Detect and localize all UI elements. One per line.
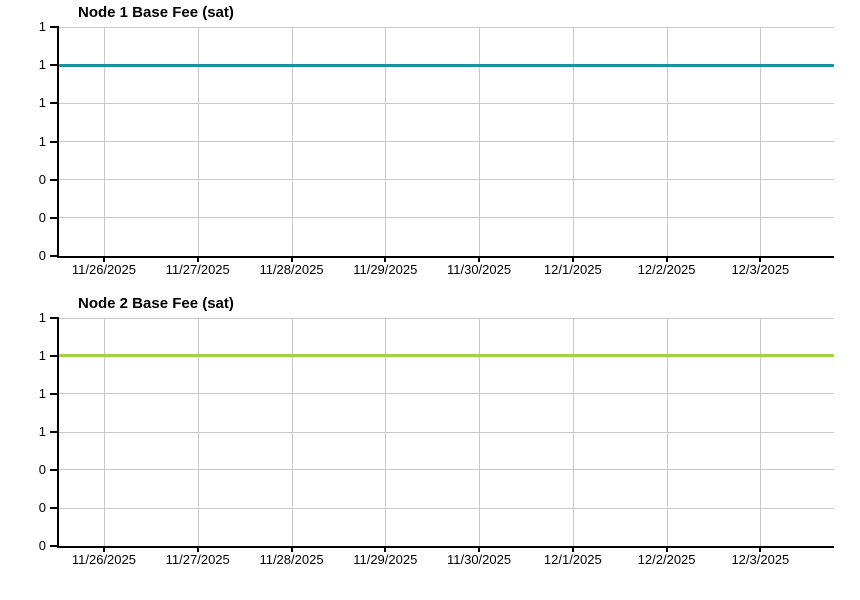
y-gridline [59,507,834,509]
x-gridline [479,27,481,256]
x-tick-label: 12/2/2025 [637,552,696,567]
x-tick-label: 11/26/2025 [71,262,136,277]
x-tick-label: 11/30/2025 [446,552,512,567]
x-gridline [760,27,762,256]
y-axis-tick [50,216,59,219]
y-gridline [59,317,834,319]
x-axis-tick [571,258,574,262]
x-gridline [103,318,105,546]
x-tick-label: 11/30/2025 [446,262,512,277]
x-axis-tick [759,548,762,552]
y-tick-label: 0 [38,171,46,187]
chart-title: Node 1 Base Fee (sat) [78,4,234,21]
x-tick-label: 11/28/2025 [259,552,324,567]
x-tick-label: 11/27/2025 [165,552,230,567]
x-axis-tick [665,258,668,262]
y-gridline [59,102,834,104]
y-tick-label: 1 [38,347,46,363]
y-tick-label: 0 [38,248,46,263]
x-gridline [479,318,481,546]
y-tick-label: 1 [38,310,46,325]
x-gridline [103,27,105,256]
x-tick-label: 11/29/2025 [353,552,418,567]
y-gridline [59,26,834,28]
x-gridline [572,318,574,546]
series-line-node-2-base-fee-sat- [59,354,834,358]
x-gridline [197,318,199,546]
chart-title: Node 2 Base Fee (sat) [78,295,234,312]
x-tick-label: 12/2/2025 [637,262,696,277]
x-axis-tick [478,548,481,552]
y-tick-label: 1 [38,385,46,401]
plot-area: 1 1 1 1 0 0 0 11/26/2025 11/27/2025 11/28/2025 11/… [39,19,834,277]
y-tick-label: 0 [38,538,46,553]
y-axis-tick [50,468,59,471]
x-axis-tick [196,258,199,262]
y-tick-label: 1 [38,57,46,73]
y-axis-tick [50,255,59,257]
y-tick-label: 0 [38,500,46,515]
x-tick-label: 12/3/2025 [731,552,790,567]
x-axis-tick [102,258,105,262]
x-gridline [760,318,762,546]
y-axis-tick [50,102,59,105]
y-axis-tick [50,507,59,509]
x-tick-label: 12/3/2025 [731,262,790,277]
x-tick-label: 12/1/2025 [543,552,602,567]
x-axis-tick [196,548,199,552]
x-gridline [385,318,387,546]
y-tick-label: 0 [38,209,46,225]
x-axis-tick [290,258,293,262]
x-axis-tick [478,258,481,262]
y-gridline [59,431,834,433]
x-axis-tick [290,548,293,552]
x-axis-tick [665,548,668,552]
y-axis-tick [50,545,59,547]
x-tick-label: 11/28/2025 [259,262,324,277]
series-line-node-1-base-fee-sat- [59,63,834,67]
y-axis-tick [50,392,59,395]
y-axis-tick [50,178,59,181]
x-axis-tick [384,548,387,552]
x-gridline [291,318,293,546]
x-axis-tick [384,258,387,262]
y-gridline [59,393,834,395]
y-axis-tick [50,317,59,319]
x-tick-label: 11/26/2025 [71,552,136,567]
x-gridline [291,27,293,256]
y-axis-tick [50,64,59,67]
plot-area: 1 1 1 1 0 0 0 11/26/2025 11/27/2025 11/28/2025 11/… [39,310,834,567]
y-gridline [59,217,834,219]
y-axis-tick [50,140,59,143]
y-tick-label: 1 [38,133,46,149]
x-gridline [666,318,668,546]
y-tick-label: 0 [38,461,46,477]
y-gridline [59,179,834,181]
x-axis-tick [102,548,105,552]
y-axis-tick [50,431,59,433]
x-gridline [572,27,574,256]
y-tick-label: 1 [38,95,46,111]
y-tick-label: 1 [38,19,46,34]
x-gridline [385,27,387,256]
y-axis-tick [50,26,59,28]
x-tick-label: 11/27/2025 [165,262,230,277]
x-axis-tick [571,548,574,552]
y-tick-label: 1 [38,424,46,439]
y-gridline [59,469,834,471]
y-axis-tick [50,354,59,357]
x-axis-tick [759,258,762,262]
x-gridline [197,27,199,256]
x-tick-label: 12/1/2025 [543,262,602,277]
x-gridline [666,27,668,256]
x-tick-label: 11/29/2025 [353,262,418,277]
y-gridline [59,141,834,142]
